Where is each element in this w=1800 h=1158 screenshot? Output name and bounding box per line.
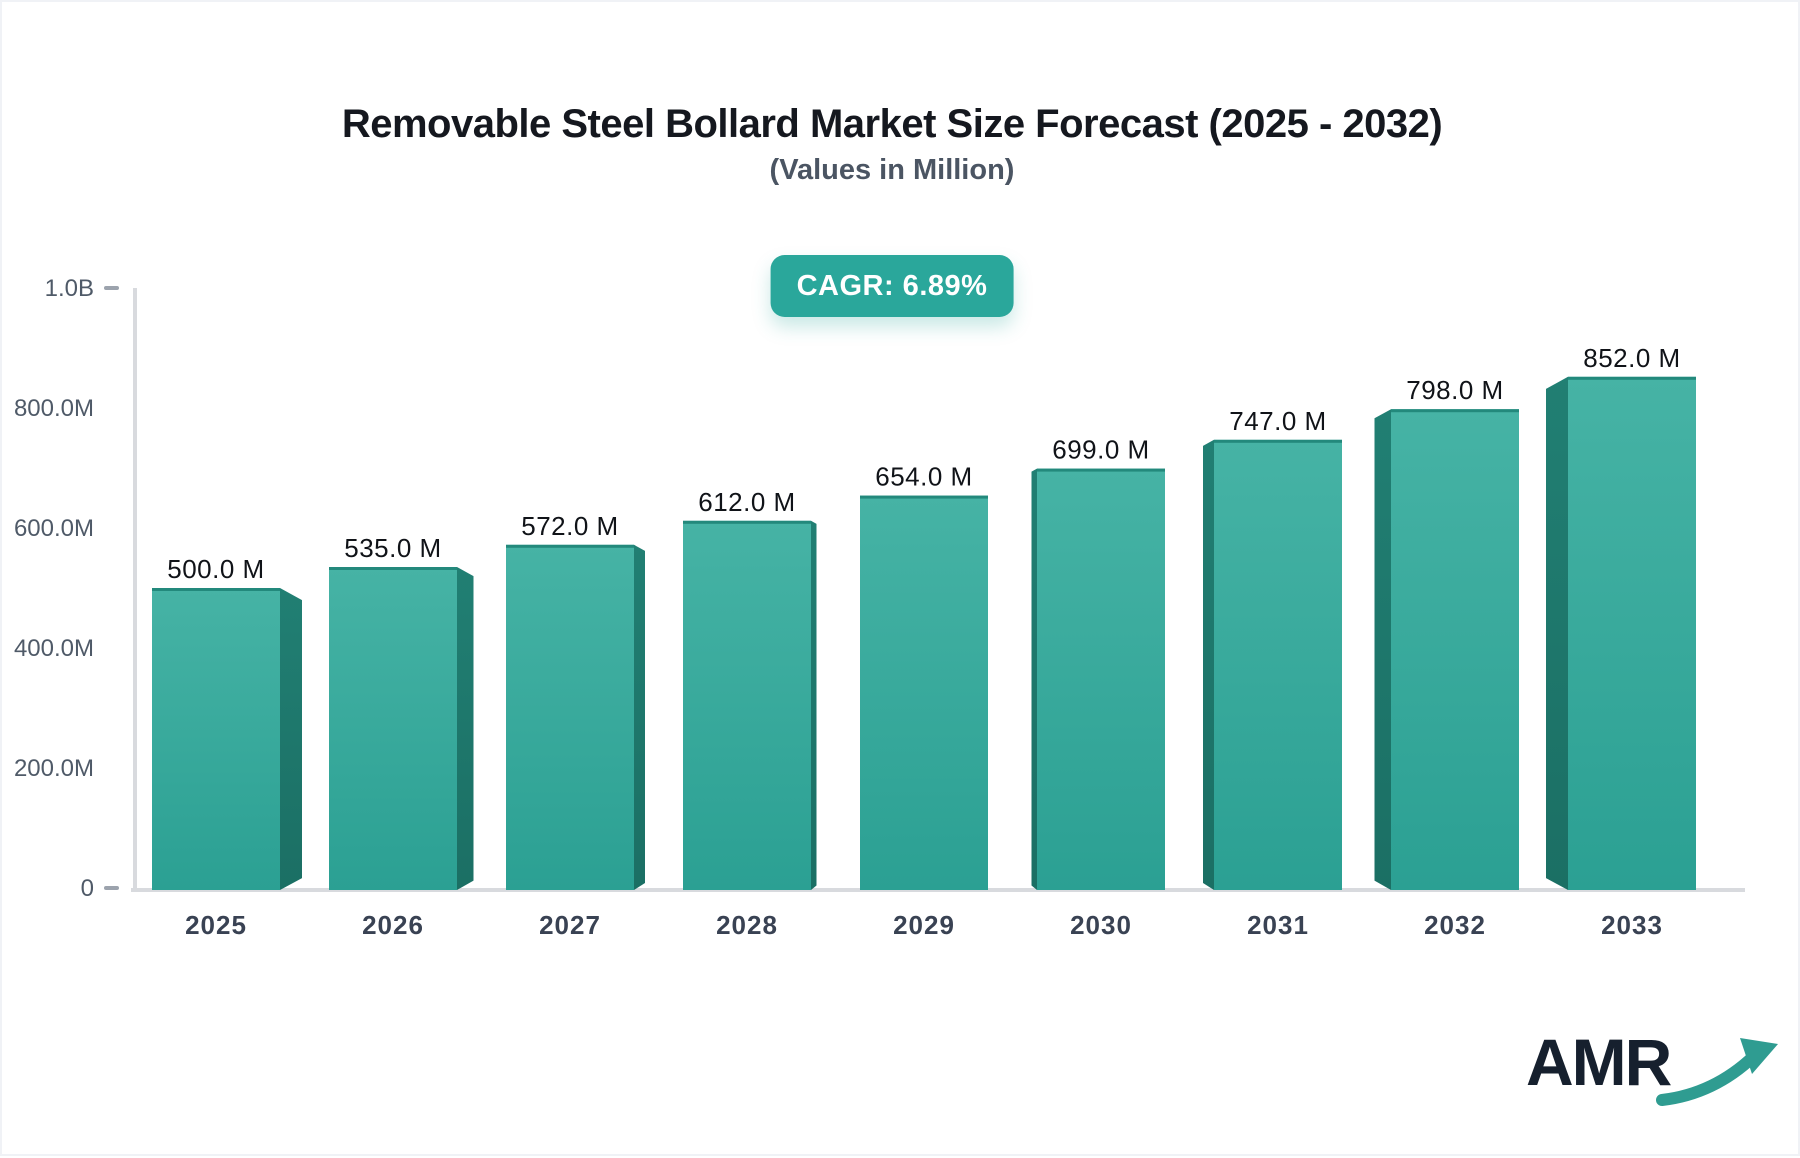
bar-side-2028 [811, 520, 817, 890]
x-axis-label: 2032 [1424, 910, 1486, 940]
x-axis-label: 2031 [1247, 910, 1309, 940]
bar-side-2031 [1203, 439, 1214, 890]
bar-2025 [152, 588, 280, 890]
bar-top-edge-2032 [1391, 409, 1519, 413]
bar-2026 [329, 567, 457, 890]
x-axis-label: 2027 [539, 910, 601, 940]
bar-top-edge-2027 [506, 544, 634, 548]
y-axis-label: 600.0M [14, 515, 94, 542]
bar-top-edge-2033 [1568, 376, 1696, 380]
y-axis-line [133, 288, 137, 892]
x-axis-label: 2033 [1601, 910, 1663, 940]
bar-value-label: 572.0 M [521, 511, 618, 541]
bar-value-label: 612.0 M [698, 487, 795, 517]
bar-value-label: 852.0 M [1583, 343, 1680, 373]
y-axis-tick [104, 886, 119, 890]
y-axis-label: 200.0M [14, 755, 94, 782]
amr-logo: AMR [1526, 1025, 1782, 1112]
bar-value-label: 500.0 M [167, 554, 264, 584]
bar-top-edge-2028 [683, 520, 811, 524]
bar-top-edge-2025 [152, 588, 280, 591]
bar-2028 [683, 520, 811, 890]
bar-value-label: 654.0 M [875, 462, 972, 492]
bar-side-2030 [1031, 468, 1037, 890]
bar-top-edge-2029 [860, 495, 988, 499]
bar-side-2026 [457, 567, 474, 890]
cagr-badge-label: CAGR: 6.89% [796, 269, 988, 302]
x-axis-label: 2028 [716, 910, 778, 940]
bar-side-2025 [280, 588, 302, 890]
bar-value-label: 798.0 M [1406, 375, 1503, 405]
bar-value-label: 535.0 M [344, 533, 441, 563]
bar-value-label: 699.0 M [1052, 435, 1149, 465]
x-axis-label: 2025 [185, 910, 247, 940]
bar-side-2027 [634, 544, 645, 890]
bar-top-edge-2031 [1214, 439, 1342, 443]
y-axis-label: 1.0B [45, 275, 94, 302]
bar-side-2033 [1546, 376, 1568, 890]
bar-2029 [860, 495, 988, 890]
bar-2032 [1391, 409, 1519, 890]
bar-2027 [506, 544, 634, 890]
bar-2033 [1568, 376, 1696, 890]
bar-side-2032 [1374, 409, 1391, 890]
y-axis-label: 0 [81, 875, 94, 902]
bar-value-label: 747.0 M [1229, 406, 1326, 436]
chart-subtitle: (Values in Million) [769, 154, 1015, 186]
chart-title: Removable Steel Bollard Market Size Fore… [341, 102, 1443, 146]
x-axis-label: 2029 [893, 910, 955, 940]
y-axis-label: 800.0M [14, 395, 94, 422]
bar-top-edge-2030 [1037, 468, 1165, 472]
x-axis-label: 2026 [362, 910, 424, 940]
x-axis-label: 2030 [1070, 910, 1132, 940]
amr-logo-text: AMR [1526, 1025, 1672, 1099]
bar-top-edge-2026 [329, 567, 457, 570]
y-axis-tick [104, 286, 119, 290]
y-axis-label: 400.0M [14, 635, 94, 662]
bar-2030 [1037, 468, 1165, 890]
growth-arrow-icon [1656, 1038, 1779, 1106]
cagr-badge: CAGR: 6.89% [770, 255, 1014, 317]
bar-2031 [1214, 439, 1342, 890]
